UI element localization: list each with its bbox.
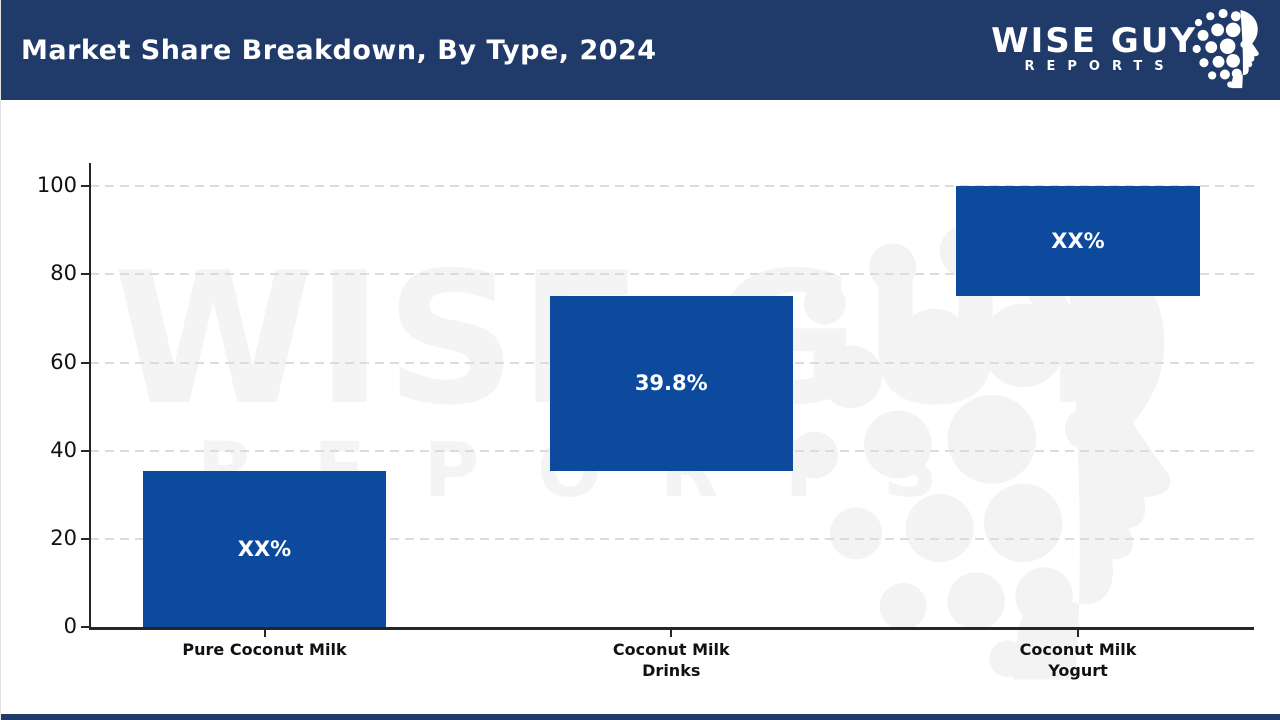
category-label: Coconut Milk Yogurt [918,640,1238,682]
y-tick-40 [81,449,89,452]
category-label-line: Coconut Milk [612,640,730,659]
footer-bar [1,714,1280,720]
y-tick-label-60: 60 [50,349,77,374]
logo-text: WISE GUY REPORTS [991,21,1197,74]
gridline-80 [90,273,1254,276]
bar-segment: 39.8% [549,295,793,471]
wiseguy-face-icon [1192,8,1259,89]
y-tick-label-100: 100 [36,173,77,198]
bar-value-label: XX% [1051,228,1105,253]
y-axis-line [89,163,91,629]
y-tick-0 [81,626,89,628]
y-tick-60 [81,361,89,364]
y-tick-80 [81,273,89,276]
category-label: Coconut Milk Drinks [511,640,831,682]
logo-wordmark: WISE GUY [991,21,1197,61]
bar-value-label: XX% [237,536,292,561]
y-tick-label-0: 0 [63,614,77,638]
header-bar: Market Share Breakdown, By Type, 2024 WI… [1,0,1280,100]
category-label: Pure Coconut Milk [105,640,425,661]
y-tick-label-40: 40 [50,437,77,462]
bar-value-label: 39.8% [634,371,708,396]
bar-segment: XX% [956,186,1200,296]
y-tick-label-80: 80 [50,261,77,286]
y-tick-20 [81,537,89,540]
gridline-20 [90,537,1254,540]
x-tick [1077,630,1079,637]
y-tick-100 [81,185,89,188]
y-tick-label-20: 20 [50,525,77,550]
gridline-100 [90,185,1254,188]
x-tick [670,630,673,637]
logo-subtitle: REPORTS [1024,58,1176,74]
category-label-line: Drinks [642,660,701,680]
x-tick [263,630,266,637]
x-axis-line [89,627,1254,630]
bar-segment: XX% [142,470,387,627]
category-label-line: Yogurt [1048,660,1108,680]
category-label-line: Pure Coconut Milk [182,640,347,659]
chart-title: Market Share Breakdown, By Type, 2024 [21,34,657,66]
plot-area: WISE GUY REPORTS 0 [1,100,1280,714]
wiseguy-logo: WISE GUY REPORTS [991,8,1263,90]
category-label-line: Coconut Milk [1019,640,1137,659]
